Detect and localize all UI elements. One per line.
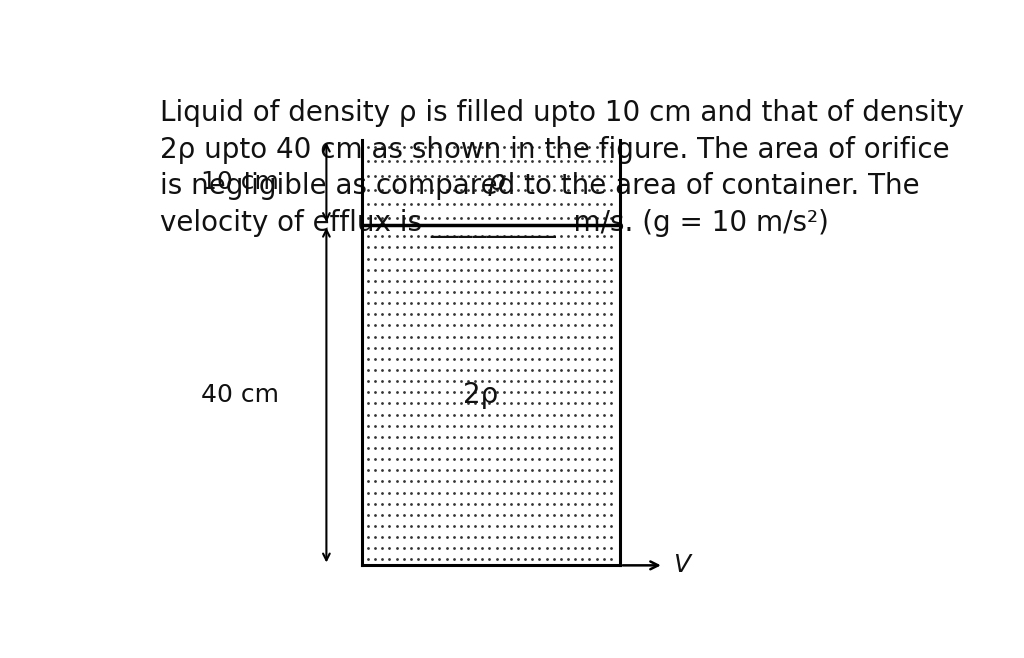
Text: ρ: ρ <box>487 168 505 196</box>
Text: is negligible as compared to the area of container. The: is negligible as compared to the area of… <box>160 172 920 200</box>
Text: 2ρ upto 40 cm as shown in the figure. The area of orifice: 2ρ upto 40 cm as shown in the figure. Th… <box>160 136 949 164</box>
Text: 40 cm: 40 cm <box>201 383 279 407</box>
Text: V: V <box>673 553 690 577</box>
Text: 10 cm: 10 cm <box>201 170 279 194</box>
Text: velocity of efflux is _________  m/s. (g = 10 m/s²): velocity of efflux is _________ m/s. (g … <box>160 209 828 238</box>
Text: 2ρ: 2ρ <box>463 381 499 409</box>
Text: Liquid of density ρ is filled upto 10 cm and that of density: Liquid of density ρ is filled upto 10 cm… <box>160 99 964 127</box>
